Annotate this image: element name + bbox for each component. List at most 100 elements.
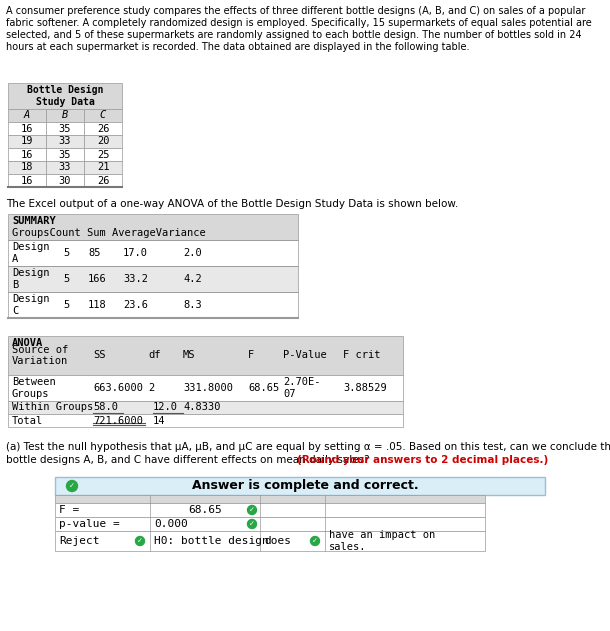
Text: 33: 33: [59, 136, 71, 146]
Bar: [55, 477, 545, 495]
Circle shape: [66, 480, 77, 492]
Bar: [8, 122, 46, 135]
Text: 721.6000: 721.6000: [93, 415, 143, 425]
Text: 5: 5: [63, 300, 70, 310]
Text: 17.0: 17.0: [123, 248, 148, 258]
Text: 21: 21: [97, 163, 109, 172]
Text: 58.0: 58.0: [93, 403, 118, 413]
Text: have an impact on
sales.: have an impact on sales.: [329, 530, 436, 551]
Text: Design
A: Design A: [12, 242, 49, 264]
Bar: [8, 292, 298, 318]
Bar: [84, 122, 122, 135]
Bar: [8, 83, 122, 109]
Text: 20: 20: [97, 136, 109, 146]
Bar: [84, 161, 122, 174]
Bar: [55, 531, 485, 551]
Text: 3.88529: 3.88529: [343, 383, 387, 393]
Text: 2: 2: [148, 383, 154, 393]
Text: 16: 16: [21, 150, 34, 160]
Bar: [46, 174, 84, 187]
Text: (a) Test the null hypothesis that μA, μB, and μC are equal by setting α = .05. B: (a) Test the null hypothesis that μA, μB…: [6, 442, 610, 452]
Bar: [46, 148, 84, 161]
Bar: [46, 161, 84, 174]
Text: SUMMARY: SUMMARY: [12, 216, 56, 225]
Text: 331.8000: 331.8000: [183, 383, 233, 393]
Text: selected, and 5 of these supermarkets are randomly assigned to each bottle desig: selected, and 5 of these supermarkets ar…: [6, 30, 581, 40]
Text: The Excel output of a one-way ANOVA of the Bottle Design Study Data is shown bel: The Excel output of a one-way ANOVA of t…: [6, 199, 458, 209]
Text: 12.0: 12.0: [153, 403, 178, 413]
Text: does: does: [264, 536, 291, 546]
Text: 4.2: 4.2: [183, 274, 202, 284]
Text: ✓: ✓: [312, 538, 318, 544]
Text: Answer is complete and correct.: Answer is complete and correct.: [192, 480, 418, 493]
Text: A consumer preference study compares the effects of three different bottle desig: A consumer preference study compares the…: [6, 6, 586, 16]
Text: F: F: [248, 350, 254, 360]
Circle shape: [135, 536, 145, 546]
Bar: [55, 517, 485, 531]
Text: MS: MS: [183, 350, 195, 360]
Text: GroupsCount Sum AverageVariance: GroupsCount Sum AverageVariance: [12, 228, 206, 239]
Bar: [8, 240, 298, 266]
Text: F =: F =: [59, 505, 79, 515]
Bar: [55, 495, 485, 503]
Bar: [8, 375, 403, 401]
Bar: [8, 414, 403, 427]
Text: C: C: [100, 110, 106, 121]
Text: 68.65: 68.65: [188, 505, 222, 515]
Text: Bottle Design
Study Data: Bottle Design Study Data: [27, 85, 103, 107]
Bar: [46, 135, 84, 148]
Circle shape: [248, 519, 256, 529]
Bar: [8, 174, 46, 187]
Text: H0: bottle design: H0: bottle design: [154, 536, 269, 546]
Text: 14: 14: [153, 415, 165, 425]
Bar: [84, 109, 122, 122]
Text: Source of
Variation: Source of Variation: [12, 345, 68, 367]
Bar: [8, 266, 298, 292]
Text: 26: 26: [97, 124, 109, 134]
Text: fabric softener. A completely randomized design is employed. Specifically, 15 su: fabric softener. A completely randomized…: [6, 18, 592, 28]
Text: ✓: ✓: [249, 507, 255, 513]
Bar: [8, 148, 46, 161]
Text: 4.8330: 4.8330: [183, 403, 220, 413]
Text: Reject: Reject: [59, 536, 99, 546]
Text: 16: 16: [21, 124, 34, 134]
Text: bottle designs A, B, and C have different effects on mean daily sales?: bottle designs A, B, and C have differen…: [6, 455, 373, 465]
Text: 35: 35: [59, 150, 71, 160]
Text: df: df: [148, 350, 160, 360]
Text: Design
B: Design B: [12, 268, 49, 290]
Text: B: B: [62, 110, 68, 121]
Text: P-Value: P-Value: [283, 350, 327, 360]
Bar: [8, 214, 298, 240]
Bar: [55, 503, 485, 517]
Bar: [84, 135, 122, 148]
Text: 2.0: 2.0: [183, 248, 202, 258]
Text: ✓: ✓: [249, 521, 255, 527]
Circle shape: [310, 536, 320, 546]
Text: 118: 118: [88, 300, 107, 310]
Bar: [8, 161, 46, 174]
Text: 19: 19: [21, 136, 34, 146]
Bar: [8, 336, 403, 375]
Text: 33: 33: [59, 163, 71, 172]
Text: 5: 5: [63, 248, 70, 258]
Text: 2.70E-
07: 2.70E- 07: [283, 377, 320, 399]
Bar: [8, 109, 46, 122]
Text: 85: 85: [88, 248, 101, 258]
Text: ✓: ✓: [69, 483, 75, 489]
Text: 18: 18: [21, 163, 34, 172]
Circle shape: [248, 505, 256, 514]
Text: 26: 26: [97, 175, 109, 186]
Bar: [46, 109, 84, 122]
Text: 30: 30: [59, 175, 71, 186]
Bar: [84, 174, 122, 187]
Text: hours at each supermarket is recorded. The data obtained are displayed in the fo: hours at each supermarket is recorded. T…: [6, 42, 470, 52]
Text: (Round your answers to 2 decimal places.): (Round your answers to 2 decimal places.…: [297, 455, 548, 465]
Text: Between
Groups: Between Groups: [12, 377, 56, 399]
Text: A: A: [24, 110, 30, 121]
Text: 5: 5: [63, 274, 70, 284]
Text: F crit: F crit: [343, 350, 381, 360]
Text: 166: 166: [88, 274, 107, 284]
Text: 23.6: 23.6: [123, 300, 148, 310]
Bar: [84, 148, 122, 161]
Text: 663.6000: 663.6000: [93, 383, 143, 393]
